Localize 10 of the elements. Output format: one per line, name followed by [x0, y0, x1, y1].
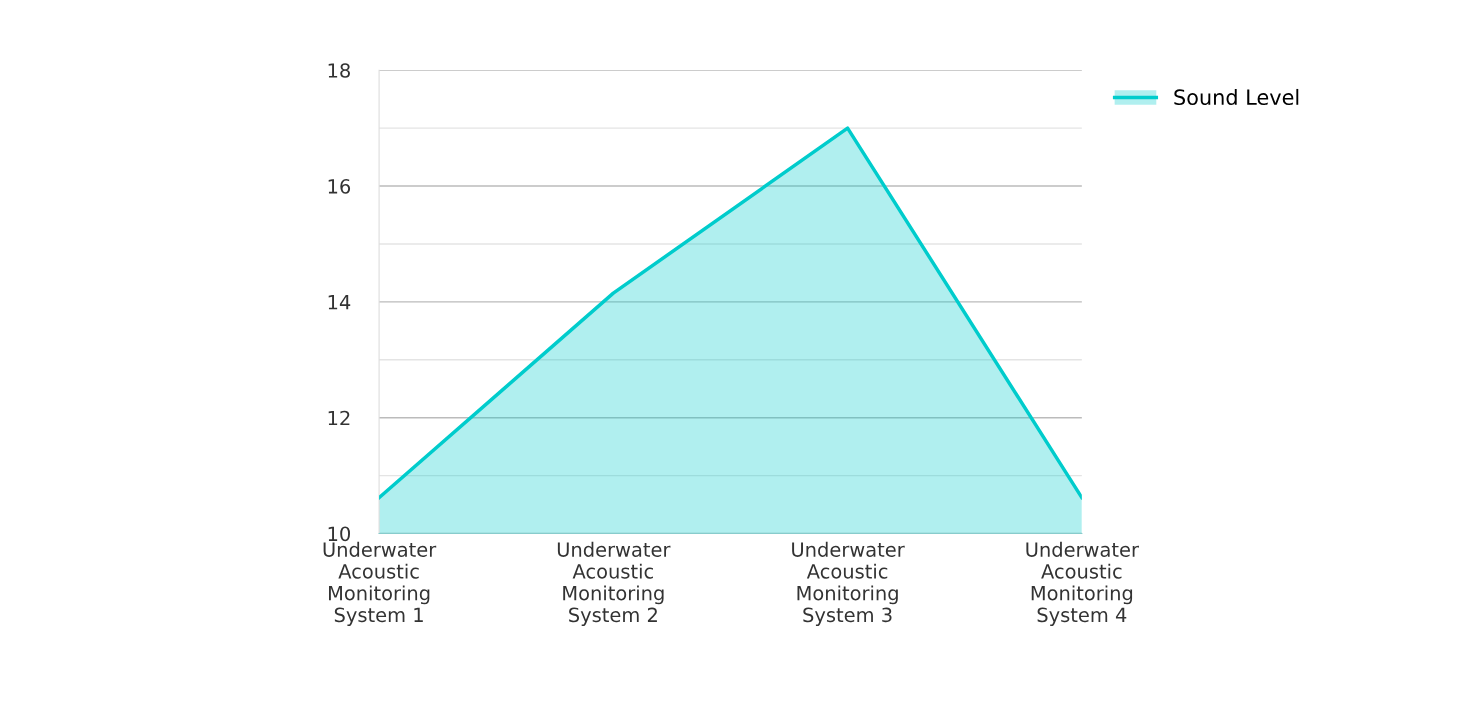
legend-label: Sound Level [1174, 88, 1299, 106]
y-tick-label: 12 [328, 410, 350, 426]
x-tick-label: Underwater Acoustic Monitoring System 1 [323, 541, 437, 626]
y-tick-label: 18 [328, 63, 350, 78]
y-tick-label: 10 [328, 526, 351, 542]
x-tick-label: Underwater Acoustic Monitoring System 3 [792, 541, 905, 626]
x-tick-label: Underwater Acoustic Monitoring System 4 [1026, 541, 1139, 626]
y-tick-label: 16 [328, 178, 351, 194]
x-tick-label: Underwater Acoustic Monitoring System 2 [557, 541, 671, 626]
y-tick-label: 14 [328, 295, 351, 310]
